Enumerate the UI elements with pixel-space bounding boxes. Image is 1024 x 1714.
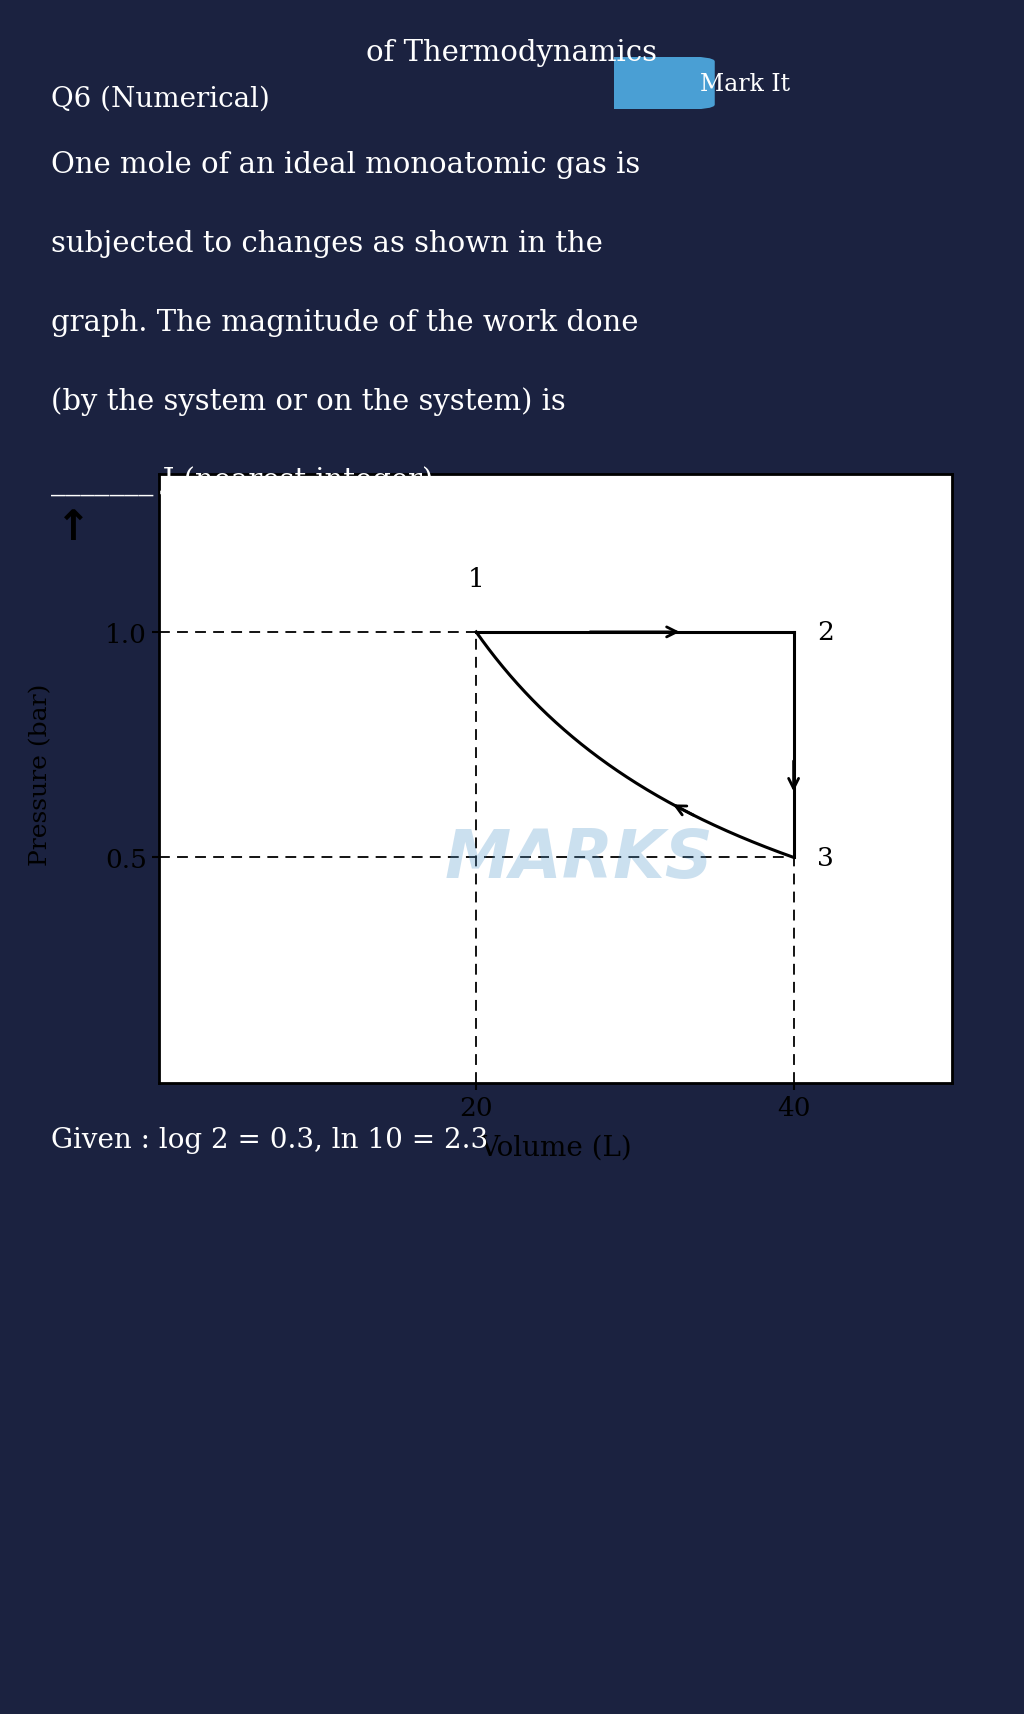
FancyBboxPatch shape: [579, 57, 715, 111]
Text: _______ J (nearest integer): _______ J (nearest integer): [51, 466, 433, 497]
Text: of Thermodynamics: of Thermodynamics: [367, 39, 657, 67]
Text: Mark It: Mark It: [700, 72, 791, 96]
Text: (by the system or on the system) is: (by the system or on the system) is: [51, 387, 566, 417]
Text: 3: 3: [817, 845, 835, 871]
Text: subjected to changes as shown in the: subjected to changes as shown in the: [51, 230, 603, 257]
Text: Given : log 2 = 0.3, ln 10 = 2.3: Given : log 2 = 0.3, ln 10 = 2.3: [51, 1126, 488, 1154]
Text: graph. The magnitude of the work done: graph. The magnitude of the work done: [51, 309, 639, 336]
Text: ↑: ↑: [56, 507, 91, 548]
Text: One mole of an ideal monoatomic gas is: One mole of an ideal monoatomic gas is: [51, 151, 640, 178]
Text: 1: 1: [468, 567, 484, 591]
Text: MARKS: MARKS: [445, 824, 714, 891]
X-axis label: Volume (L): Volume (L): [479, 1135, 632, 1160]
Text: 2: 2: [817, 620, 835, 644]
Text: Pressure (bar): Pressure (bar): [30, 684, 52, 866]
Text: Q6 (Numerical): Q6 (Numerical): [51, 86, 270, 113]
